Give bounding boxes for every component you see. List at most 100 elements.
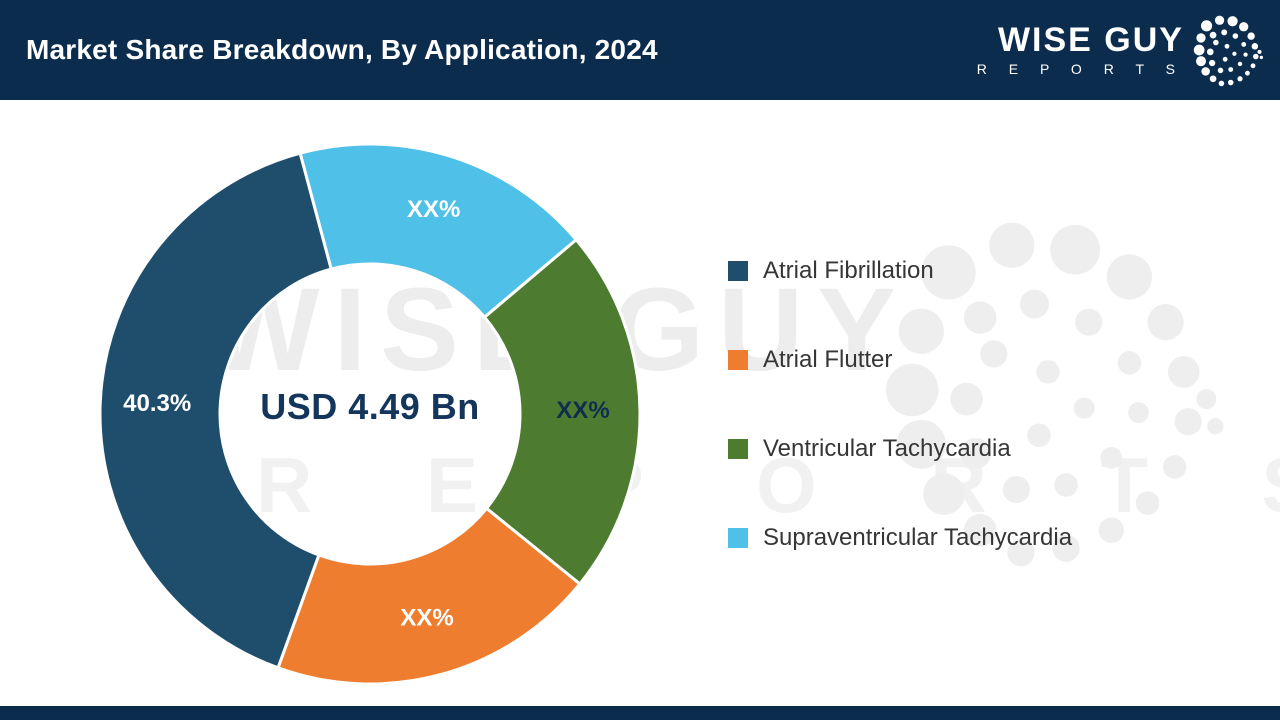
- face-dot: [980, 340, 1008, 368]
- face-dot: [1201, 20, 1213, 32]
- face-dot: [1208, 59, 1216, 67]
- face-dot: [1117, 351, 1142, 375]
- face-dot: [1209, 75, 1217, 83]
- face-dot: [1221, 29, 1228, 36]
- face-dot: [1251, 43, 1259, 50]
- face-dot: [1195, 56, 1207, 67]
- face-dot: [1213, 39, 1219, 46]
- face-dot: [1209, 31, 1217, 39]
- legend-swatch-atrial-fibrillation: [728, 261, 748, 281]
- slice-label-atrial-fibrillation: 40.3%: [123, 390, 191, 417]
- face-dot: [1128, 402, 1149, 424]
- face-dot: [886, 363, 939, 417]
- legend-item-atrial-flutter: Atrial Flutter: [728, 346, 1072, 374]
- face-dot: [1196, 33, 1206, 43]
- face-dot: [1073, 397, 1095, 419]
- face-dot: [896, 419, 946, 469]
- face-dot: [1239, 22, 1249, 32]
- legend-swatch-supraventricular-tachycardia: [728, 528, 748, 548]
- face-dot: [1054, 473, 1078, 497]
- page-title: Market Share Breakdown, By Application, …: [26, 34, 658, 65]
- legend-item-atrial-fibrillation: Atrial Fibrillation: [728, 257, 1072, 285]
- face-dot: [1193, 44, 1205, 56]
- face-dot: [950, 382, 983, 416]
- face-dot: [1174, 408, 1202, 436]
- donut-slice-atrial-flutter: [276, 506, 582, 686]
- face-dot: [1237, 76, 1243, 82]
- face-dot: [1237, 61, 1243, 67]
- face-dot: [921, 245, 976, 300]
- legend-swatch-ventricular-tachycardia: [728, 439, 748, 459]
- face-dot: [1201, 67, 1210, 76]
- face-dot: [1257, 49, 1262, 54]
- face-dot: [989, 222, 1035, 268]
- face-dot: [963, 513, 997, 547]
- face-dot: [1100, 447, 1123, 469]
- donut-slice-ventricular-tachycardia: [482, 237, 642, 587]
- chart-center-value: USD 4.49 Bn: [260, 386, 480, 427]
- logo-face-icon: [1193, 15, 1264, 87]
- face-dot: [1243, 52, 1248, 57]
- face-dot: [963, 301, 997, 334]
- legend-label-ventricular-tachycardia: Ventricular Tachycardia: [763, 435, 1011, 462]
- face-dot: [1135, 491, 1160, 515]
- face-dot: [1227, 16, 1238, 27]
- watermark-face-icon: [886, 222, 1224, 567]
- face-dot: [1019, 289, 1049, 319]
- face-dot: [1227, 79, 1234, 86]
- logo-text: WISE GUY R E P O R T S: [977, 23, 1184, 77]
- footer-bar: [0, 706, 1280, 720]
- face-dot: [1147, 304, 1184, 341]
- face-dot: [1196, 389, 1217, 409]
- face-dot: [1206, 48, 1214, 56]
- face-dot: [1232, 33, 1239, 39]
- face-dot: [1259, 55, 1264, 60]
- face-dot: [1050, 224, 1101, 275]
- face-dot: [1075, 308, 1103, 336]
- face-dot: [1222, 56, 1228, 62]
- slice-label-supraventricular-tachycardia: XX%: [407, 196, 460, 223]
- face-dot: [960, 437, 991, 469]
- face-dot: [1214, 15, 1225, 25]
- face-dot: [1228, 67, 1234, 72]
- face-dot: [1224, 43, 1230, 49]
- face-dot: [1162, 455, 1187, 479]
- face-dot: [898, 308, 944, 354]
- legend-label-supraventricular-tachycardia: Supraventricular Tachycardia: [763, 524, 1073, 551]
- face-dot: [923, 473, 965, 515]
- donut-chart: XX% XX% XX% 40.3%: [98, 142, 642, 686]
- donut-slice-supraventricular-tachycardia: [298, 142, 579, 320]
- wise-guy-logo: WISE GUY R E P O R T S: [977, 7, 1266, 93]
- face-dot: [1207, 418, 1224, 435]
- face-dot: [1232, 51, 1237, 56]
- donut-slice-atrial-fibrillation: [98, 151, 334, 670]
- slice-label-atrial-flutter: XX%: [400, 605, 453, 632]
- legend: Atrial Fibrillation Atrial Flutter Ventric…: [728, 257, 1072, 552]
- logo-wordmark: WISE GUY: [997, 21, 1184, 59]
- face-dot: [1002, 475, 1030, 504]
- legend-label-atrial-fibrillation: Atrial Fibrillation: [763, 257, 934, 284]
- face-dot: [1253, 53, 1259, 60]
- face-dot: [1218, 80, 1225, 87]
- legend-item-supraventricular-tachycardia: Supraventricular Tachycardia: [728, 524, 1072, 552]
- face-dot: [1007, 539, 1035, 567]
- face-dot: [1167, 356, 1200, 388]
- face-dot: [1027, 423, 1051, 447]
- legend-label-atrial-flutter: Atrial Flutter: [763, 346, 893, 373]
- chart-area: WISE GUY R E P O R T S XX% XX% XX% 40.3% US…: [0, 100, 1280, 706]
- face-dot: [1245, 70, 1250, 76]
- face-dot: [1250, 63, 1256, 69]
- header: Market Share Breakdown, By Application, …: [0, 0, 1280, 100]
- face-dot: [1098, 517, 1124, 543]
- legend-swatch-atrial-flutter: [728, 350, 748, 370]
- face-dot: [1217, 67, 1224, 74]
- logo-subtitle: R E P O R T S: [976, 61, 1184, 77]
- face-dot: [1247, 32, 1255, 40]
- face-dot: [1241, 42, 1247, 47]
- slice-label-ventricular-tachycardia: XX%: [556, 397, 609, 424]
- face-dot: [1106, 254, 1153, 300]
- face-dot: [1052, 534, 1080, 562]
- legend-item-ventricular-tachycardia: Ventricular Tachycardia: [728, 435, 1072, 463]
- face-dot: [1036, 360, 1060, 384]
